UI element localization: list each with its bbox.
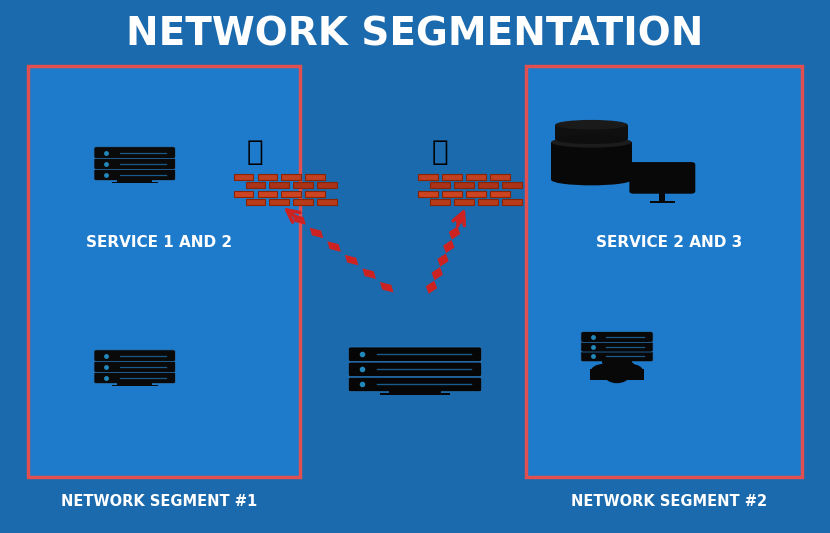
FancyBboxPatch shape [478, 199, 498, 205]
FancyBboxPatch shape [581, 341, 653, 352]
FancyBboxPatch shape [257, 191, 277, 197]
Circle shape [610, 360, 636, 376]
FancyBboxPatch shape [349, 347, 481, 361]
FancyBboxPatch shape [317, 199, 337, 205]
FancyBboxPatch shape [454, 199, 474, 205]
Polygon shape [327, 241, 341, 252]
Circle shape [604, 367, 630, 383]
FancyBboxPatch shape [349, 377, 481, 392]
FancyBboxPatch shape [257, 174, 277, 180]
Circle shape [618, 364, 643, 380]
FancyBboxPatch shape [118, 180, 152, 182]
FancyBboxPatch shape [233, 191, 253, 197]
FancyBboxPatch shape [94, 350, 175, 361]
FancyBboxPatch shape [502, 182, 522, 189]
Polygon shape [292, 214, 305, 225]
FancyBboxPatch shape [27, 66, 300, 478]
FancyBboxPatch shape [246, 199, 266, 205]
FancyBboxPatch shape [94, 158, 175, 169]
Polygon shape [432, 267, 443, 280]
FancyBboxPatch shape [597, 362, 637, 364]
FancyBboxPatch shape [317, 182, 337, 189]
Circle shape [590, 364, 616, 380]
Text: SERVICE 2 AND 3: SERVICE 2 AND 3 [596, 235, 742, 251]
FancyBboxPatch shape [94, 169, 175, 181]
Polygon shape [455, 213, 466, 226]
Ellipse shape [551, 136, 632, 148]
Circle shape [600, 360, 626, 376]
FancyBboxPatch shape [270, 182, 290, 189]
FancyBboxPatch shape [650, 201, 675, 203]
FancyBboxPatch shape [454, 182, 474, 189]
Text: NETWORK SEGMENT #1: NETWORK SEGMENT #1 [61, 494, 257, 508]
Text: NETWORK SEGMENTATION: NETWORK SEGMENTATION [126, 15, 704, 53]
FancyBboxPatch shape [270, 199, 290, 205]
FancyBboxPatch shape [555, 125, 627, 139]
FancyBboxPatch shape [502, 199, 522, 205]
FancyBboxPatch shape [293, 199, 313, 205]
FancyBboxPatch shape [246, 182, 266, 189]
Ellipse shape [555, 134, 627, 144]
FancyBboxPatch shape [305, 191, 325, 197]
FancyBboxPatch shape [118, 383, 152, 385]
FancyBboxPatch shape [389, 391, 441, 393]
FancyBboxPatch shape [293, 182, 313, 189]
Ellipse shape [555, 120, 627, 130]
Text: 🔥: 🔥 [247, 139, 263, 166]
FancyBboxPatch shape [466, 191, 486, 197]
Polygon shape [363, 269, 376, 279]
FancyBboxPatch shape [590, 369, 644, 380]
FancyBboxPatch shape [526, 66, 803, 478]
FancyBboxPatch shape [581, 351, 653, 362]
FancyBboxPatch shape [281, 174, 301, 180]
FancyBboxPatch shape [581, 332, 653, 342]
Polygon shape [443, 240, 455, 253]
Polygon shape [437, 254, 449, 266]
FancyBboxPatch shape [430, 182, 450, 189]
Polygon shape [344, 255, 359, 265]
Text: 🔥: 🔥 [432, 139, 448, 166]
Polygon shape [449, 227, 461, 240]
FancyBboxPatch shape [430, 199, 450, 205]
FancyBboxPatch shape [442, 191, 462, 197]
FancyBboxPatch shape [490, 174, 510, 180]
FancyBboxPatch shape [418, 191, 438, 197]
Polygon shape [426, 280, 437, 294]
FancyBboxPatch shape [602, 361, 632, 362]
FancyBboxPatch shape [112, 182, 158, 183]
FancyBboxPatch shape [281, 191, 301, 197]
FancyBboxPatch shape [233, 174, 253, 180]
FancyBboxPatch shape [442, 174, 462, 180]
FancyBboxPatch shape [349, 362, 481, 376]
Polygon shape [380, 282, 393, 293]
FancyBboxPatch shape [94, 372, 175, 384]
FancyBboxPatch shape [466, 174, 486, 180]
FancyBboxPatch shape [305, 174, 325, 180]
FancyBboxPatch shape [94, 361, 175, 373]
Polygon shape [310, 228, 324, 238]
FancyBboxPatch shape [660, 191, 665, 201]
FancyBboxPatch shape [478, 182, 498, 189]
FancyBboxPatch shape [629, 162, 696, 193]
FancyBboxPatch shape [418, 174, 438, 180]
FancyBboxPatch shape [490, 191, 510, 197]
Text: NETWORK SEGMENT #2: NETWORK SEGMENT #2 [571, 494, 767, 508]
FancyBboxPatch shape [379, 393, 451, 394]
FancyBboxPatch shape [94, 147, 175, 158]
Ellipse shape [551, 174, 632, 185]
Text: SERVICE 1 AND 2: SERVICE 1 AND 2 [86, 235, 232, 251]
FancyBboxPatch shape [112, 385, 158, 386]
FancyBboxPatch shape [551, 142, 632, 180]
